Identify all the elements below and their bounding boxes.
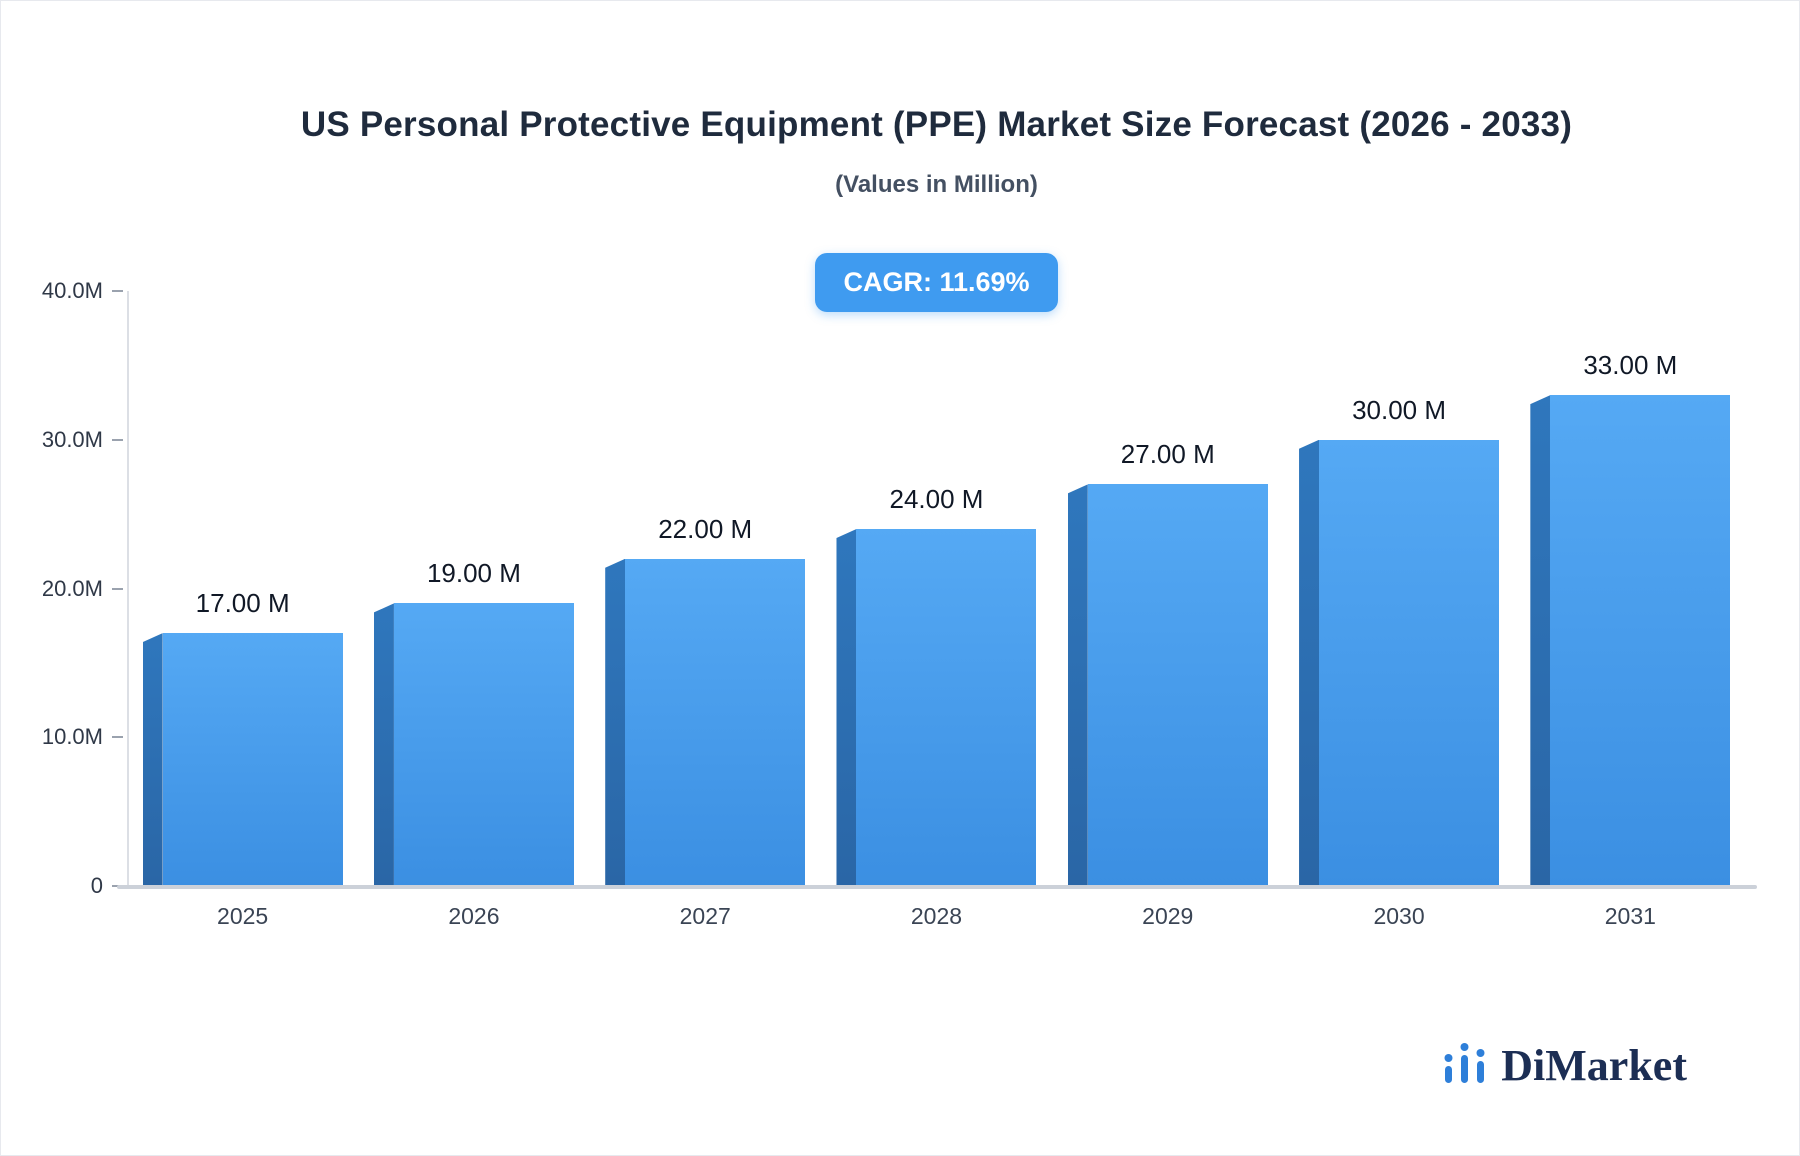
bar-slot: 24.00 M: [821, 291, 1052, 886]
bar-2029: [1067, 484, 1268, 886]
bar-2028: [836, 529, 1037, 886]
chart-subtitle: (Values in Million): [835, 171, 1038, 198]
bar-side-face: [605, 558, 626, 886]
y-axis-tick-mark: [112, 290, 123, 292]
x-axis-line: [117, 885, 1757, 889]
bar-side-face: [1067, 484, 1088, 886]
y-axis-line: [127, 291, 129, 886]
y-axis-tick: 10.0M: [1, 724, 123, 750]
chart-title: US Personal Protective Equipment (PPE) M…: [300, 105, 1573, 144]
bar-slot: 19.00 M: [358, 291, 589, 886]
x-axis-label: 2026: [448, 903, 500, 929]
y-axis-tick-mark: [112, 587, 123, 590]
x-axis-label: 2029: [1142, 903, 1194, 929]
bar-front-face: [1550, 395, 1731, 886]
bar-slot: 22.00 M: [590, 291, 821, 886]
bar-side-face: [836, 529, 857, 886]
y-axis-tick: 30.0M: [1, 427, 123, 453]
cagr-badge: CAGR: 11.69%: [815, 253, 1058, 312]
bars-row: 17.00 M 19.00 M 22.00 M 24.00 M 27.00 M 30.00…: [127, 291, 1746, 886]
bar-front-face: [1319, 439, 1500, 886]
y-axis-tick-label: 10.0M: [41, 724, 103, 750]
plot-area: 17.00 M 19.00 M 22.00 M 24.00 M 27.00 M 30.00…: [127, 291, 1746, 886]
x-axis-label: 2028: [910, 903, 963, 929]
bar-slot: 17.00 M: [127, 291, 358, 886]
y-axis-ticks: 0 10.0M 20.0M 30.0M 40.0M: [1, 278, 123, 898]
y-axis-tick-label: 0: [90, 873, 103, 898]
y-axis-tick-label: 30.0M: [41, 426, 103, 452]
brand-logo: DiMarket: [1441, 1037, 1687, 1088]
bar-side-face: [142, 633, 163, 886]
y-axis-tick-label: 40.0M: [41, 278, 103, 303]
x-axis-labels: 2025 2026 2027 2028 2029 2030 2031: [127, 903, 1746, 930]
bar-slot: 33.00 M: [1515, 291, 1746, 886]
x-axis-label: 2031: [1604, 903, 1656, 929]
brand-logo-text: DiMarket: [1501, 1041, 1687, 1090]
bar-2027: [605, 558, 806, 886]
bar-side-face: [1299, 439, 1320, 886]
bar-chart-logo-icon: [1441, 1037, 1489, 1088]
x-axis-label: 2027: [679, 903, 731, 929]
bar-2025: [142, 633, 343, 886]
bar-front-face: [856, 529, 1037, 886]
y-axis-tick: 40.0M: [1, 278, 123, 304]
y-axis-tick: 0: [1, 873, 123, 899]
bar-front-face: [393, 603, 574, 886]
cagr-badge-row: CAGR: 11.69%: [127, 253, 1746, 312]
bar-front-face: [1087, 484, 1268, 886]
x-axis-label: 2025: [217, 903, 269, 929]
y-axis-tick: 20.0M: [1, 576, 123, 602]
bar-slot: 30.00 M: [1283, 291, 1514, 886]
bar-value-label: 24.00 M: [889, 484, 984, 514]
bar-value-label: 27.00 M: [1120, 439, 1215, 470]
bar-slot: 27.00 M: [1052, 291, 1283, 886]
bar-value-label: 30.00 M: [1352, 394, 1447, 425]
bar-side-face: [1530, 395, 1551, 886]
bar-2031: [1530, 395, 1731, 886]
bar-2030: [1299, 439, 1500, 886]
bar-value-label: 19.00 M: [426, 558, 521, 589]
x-axis-label: 2030: [1373, 903, 1425, 929]
y-axis-tick-label: 20.0M: [41, 575, 103, 601]
bar-value-label: 33.00 M: [1583, 350, 1678, 381]
bar-front-face: [625, 558, 806, 886]
y-axis-tick-mark: [112, 438, 123, 441]
bar-value-label: 17.00 M: [195, 588, 290, 619]
y-axis-tick-mark: [112, 736, 123, 739]
bar-2026: [373, 603, 574, 886]
bar-value-label: 22.00 M: [658, 513, 753, 544]
bar-side-face: [373, 603, 394, 886]
bar-front-face: [162, 633, 343, 886]
